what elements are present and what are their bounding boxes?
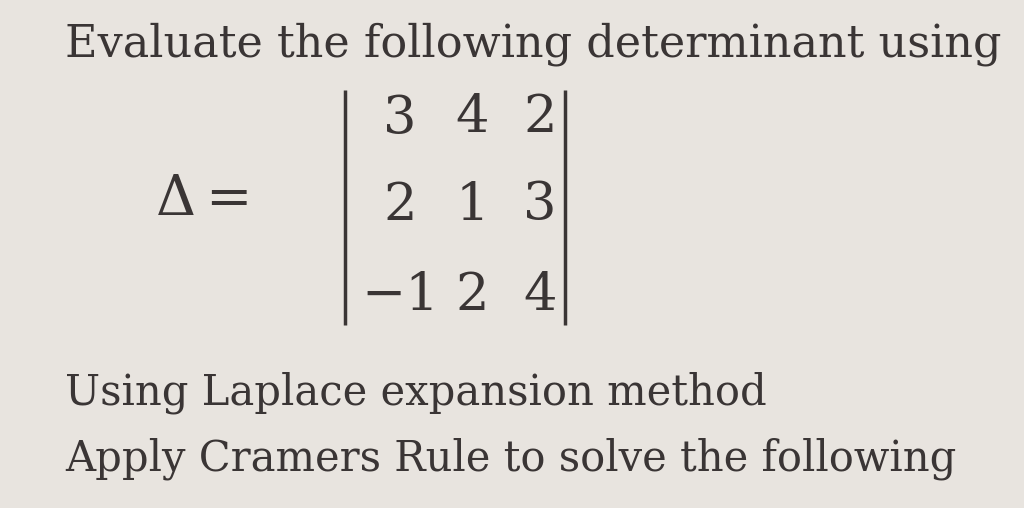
Text: 3: 3 <box>523 179 557 231</box>
Text: 2: 2 <box>383 179 417 231</box>
Text: 2: 2 <box>456 270 488 321</box>
Text: Apply Cramers Rule to solve the following: Apply Cramers Rule to solve the followin… <box>65 438 956 481</box>
Text: $\Delta =$: $\Delta =$ <box>155 173 248 228</box>
Text: 3: 3 <box>383 92 417 143</box>
Text: −1: −1 <box>361 270 439 321</box>
Text: 4: 4 <box>456 92 488 143</box>
Text: Using Laplace expansion method: Using Laplace expansion method <box>65 372 767 415</box>
Text: Evaluate the following determinant using: Evaluate the following determinant using <box>65 22 1001 66</box>
Text: 4: 4 <box>523 270 557 321</box>
Text: 2: 2 <box>523 92 557 143</box>
Text: 1: 1 <box>456 179 488 231</box>
